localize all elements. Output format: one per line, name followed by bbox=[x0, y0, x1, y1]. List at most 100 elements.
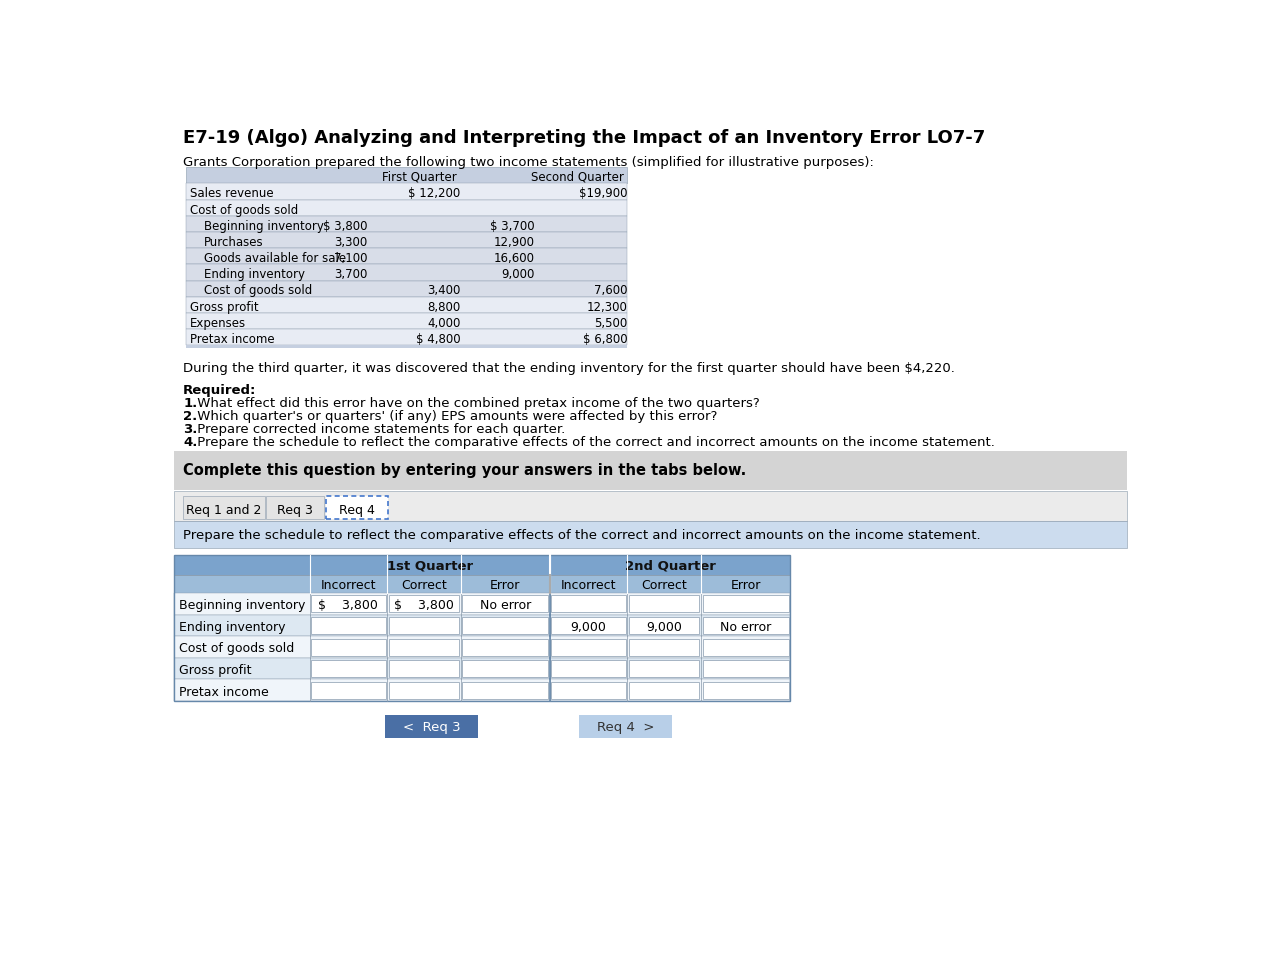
Text: Req 1 and 2: Req 1 and 2 bbox=[187, 504, 261, 516]
Text: <  Req 3: < Req 3 bbox=[403, 721, 461, 734]
Text: 3,300: 3,300 bbox=[334, 236, 367, 249]
Bar bbox=[186, 199, 627, 216]
Text: Ending inventory: Ending inventory bbox=[205, 268, 305, 282]
Text: 5,500: 5,500 bbox=[594, 317, 627, 330]
Text: $ 3,700: $ 3,700 bbox=[490, 219, 534, 233]
Bar bbox=[186, 329, 627, 345]
Bar bbox=[552, 596, 626, 612]
Text: $ 3,800: $ 3,800 bbox=[324, 219, 367, 233]
Bar bbox=[389, 660, 460, 677]
Bar bbox=[552, 639, 626, 655]
Text: 12,300: 12,300 bbox=[586, 301, 627, 313]
Bar bbox=[266, 496, 324, 519]
Text: Grants Corporation prepared the following two income statements (simplified for : Grants Corporation prepared the followin… bbox=[183, 156, 874, 169]
Text: Second Quarter: Second Quarter bbox=[531, 171, 623, 183]
Text: Beginning inventory: Beginning inventory bbox=[205, 219, 324, 233]
Text: Which quarter's or quarters' (if any) EPS amounts were affected by this error?: Which quarter's or quarters' (if any) EP… bbox=[192, 410, 717, 422]
Text: 9,000: 9,000 bbox=[500, 268, 534, 282]
Bar bbox=[186, 264, 627, 281]
Text: Incorrect: Incorrect bbox=[320, 580, 376, 592]
Text: 8,800: 8,800 bbox=[428, 301, 461, 313]
Bar bbox=[628, 682, 699, 698]
Text: 1.: 1. bbox=[183, 397, 197, 410]
Text: $ 6,800: $ 6,800 bbox=[582, 332, 627, 346]
Bar bbox=[326, 496, 388, 519]
Bar bbox=[703, 617, 788, 634]
Text: E7-19 (Algo) Analyzing and Interpreting the Impact of an Inventory Error LO7-7: E7-19 (Algo) Analyzing and Interpreting … bbox=[183, 128, 986, 147]
Bar bbox=[186, 345, 627, 349]
Bar bbox=[183, 496, 265, 519]
Bar bbox=[579, 715, 672, 738]
Bar bbox=[186, 184, 627, 199]
Bar bbox=[186, 313, 627, 329]
Bar bbox=[703, 660, 788, 677]
Text: Gross profit: Gross profit bbox=[179, 664, 251, 677]
Bar bbox=[703, 639, 788, 655]
Bar bbox=[186, 168, 627, 184]
Bar bbox=[174, 451, 1128, 490]
Text: 12,900: 12,900 bbox=[493, 236, 534, 249]
Text: 1st Quarter: 1st Quarter bbox=[387, 559, 472, 572]
Text: Incorrect: Incorrect bbox=[561, 580, 617, 592]
Text: Cost of goods sold: Cost of goods sold bbox=[205, 285, 312, 297]
Bar bbox=[389, 617, 460, 634]
Text: Gross profit: Gross profit bbox=[191, 301, 259, 313]
Text: Goods available for sale: Goods available for sale bbox=[205, 252, 347, 265]
Bar bbox=[174, 615, 790, 636]
Text: Expenses: Expenses bbox=[191, 317, 246, 330]
Text: Ending inventory: Ending inventory bbox=[179, 621, 285, 634]
Bar bbox=[385, 715, 479, 738]
Bar bbox=[326, 496, 388, 519]
Bar bbox=[186, 281, 627, 297]
Bar bbox=[186, 248, 627, 264]
Text: No error: No error bbox=[719, 621, 771, 634]
Bar bbox=[174, 491, 1128, 521]
Bar bbox=[186, 297, 627, 313]
Bar bbox=[186, 216, 627, 232]
Text: 9,000: 9,000 bbox=[571, 621, 607, 634]
Text: Req 4: Req 4 bbox=[339, 504, 375, 516]
Text: 7,100: 7,100 bbox=[334, 252, 367, 265]
Bar bbox=[174, 679, 790, 701]
Text: Prepare the schedule to reflect the comparative effects of the correct and incor: Prepare the schedule to reflect the comp… bbox=[183, 529, 980, 542]
Text: Correct: Correct bbox=[401, 580, 447, 592]
Text: Sales revenue: Sales revenue bbox=[191, 188, 274, 200]
Text: $    3,800: $ 3,800 bbox=[319, 600, 379, 612]
Text: 3,400: 3,400 bbox=[428, 285, 461, 297]
Text: 4,000: 4,000 bbox=[428, 317, 461, 330]
Text: $ 12,200: $ 12,200 bbox=[408, 188, 461, 200]
Text: $    3,800: $ 3,800 bbox=[394, 600, 454, 612]
Bar bbox=[703, 682, 788, 698]
Bar bbox=[174, 555, 790, 575]
Bar bbox=[389, 596, 460, 612]
Bar bbox=[311, 596, 385, 612]
Text: What effect did this error have on the combined pretax income of the two quarter: What effect did this error have on the c… bbox=[192, 397, 759, 410]
Text: 16,600: 16,600 bbox=[493, 252, 534, 265]
Bar bbox=[311, 639, 385, 655]
Text: Beginning inventory: Beginning inventory bbox=[179, 600, 305, 612]
Text: 3.: 3. bbox=[183, 423, 197, 436]
Bar bbox=[703, 596, 788, 612]
Text: Pretax income: Pretax income bbox=[179, 686, 269, 698]
Text: Purchases: Purchases bbox=[205, 236, 264, 249]
Text: 3,700: 3,700 bbox=[334, 268, 367, 282]
Bar bbox=[462, 617, 548, 634]
Text: Required:: Required: bbox=[183, 384, 256, 397]
Bar bbox=[311, 617, 385, 634]
Bar bbox=[628, 639, 699, 655]
Bar bbox=[174, 575, 790, 593]
Bar bbox=[628, 660, 699, 677]
Text: Correct: Correct bbox=[641, 580, 687, 592]
Bar bbox=[389, 639, 460, 655]
Bar bbox=[628, 596, 699, 612]
Bar bbox=[186, 232, 627, 248]
Bar bbox=[174, 521, 1128, 549]
Bar bbox=[174, 555, 790, 701]
Bar bbox=[174, 636, 790, 658]
Text: Prepare the schedule to reflect the comparative effects of the correct and incor: Prepare the schedule to reflect the comp… bbox=[192, 436, 995, 449]
Bar bbox=[462, 660, 548, 677]
Bar bbox=[311, 682, 385, 698]
Text: First Quarter: First Quarter bbox=[381, 171, 457, 183]
Bar bbox=[174, 658, 790, 679]
Text: Pretax income: Pretax income bbox=[191, 332, 275, 346]
